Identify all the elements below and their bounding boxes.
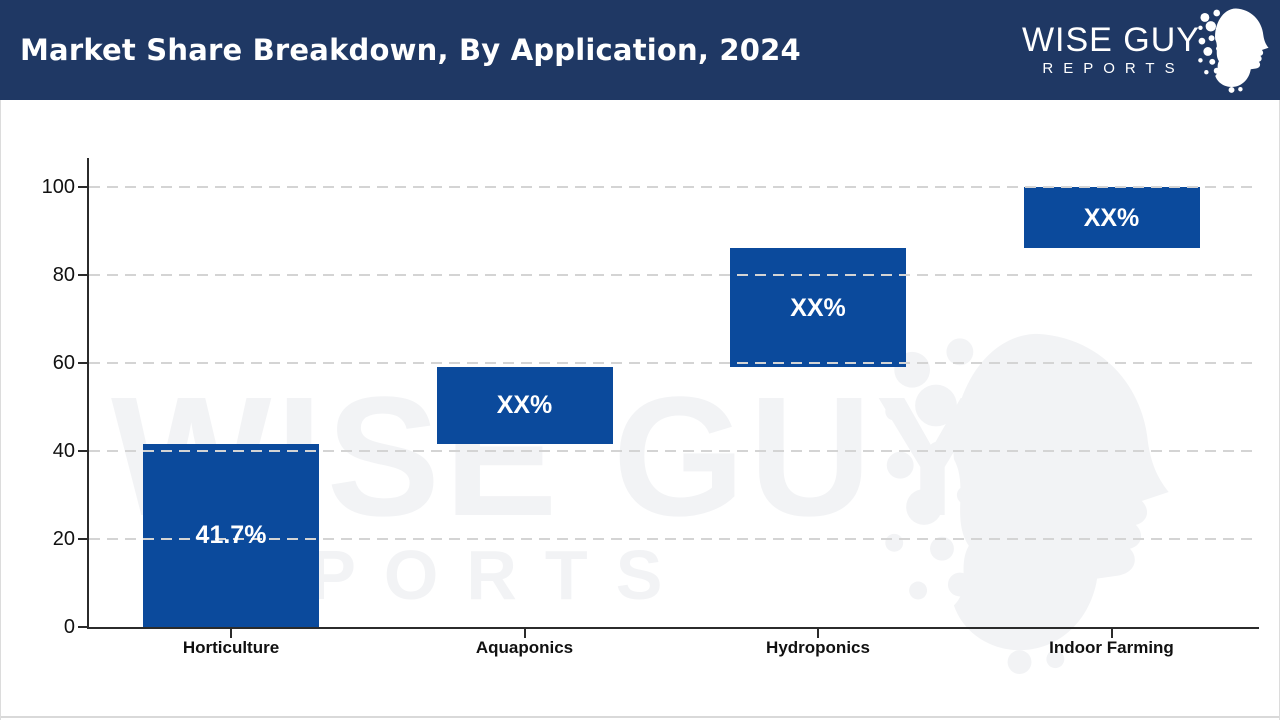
bar-chart: 0 20 40 60 80 100 Horticulture 41.7% Aquaponics X…	[1, 100, 1279, 720]
x-tickmark-1	[230, 629, 232, 638]
gridline-20	[89, 538, 1259, 540]
gridline-100	[89, 186, 1259, 188]
y-tickmark-100	[78, 186, 87, 188]
x-tick-label: Aquaponics	[475, 638, 574, 657]
gridline-60	[89, 362, 1259, 364]
y-tick-label: 80	[52, 264, 75, 286]
y-tickmark-60	[78, 362, 87, 364]
y-tick-label: 20	[52, 528, 75, 550]
y-tick-label: 60	[52, 352, 75, 374]
y-tickmark-20	[78, 538, 87, 540]
y-tickmark-0	[78, 626, 87, 628]
x-tick-label: Hydroponics	[766, 638, 870, 657]
brand-logo: WISE GUY REPORTS	[1022, 5, 1270, 95]
y-tickmark-40	[78, 450, 87, 452]
page-title: Market Share Breakdown, By Application, …	[20, 33, 801, 67]
logo-face-icon	[1198, 8, 1269, 93]
gridline-40	[89, 450, 1259, 452]
bar-value-label: XX%	[790, 293, 846, 322]
x-tickmark-2	[523, 629, 526, 638]
logo-subtext: REPORTS	[1042, 60, 1185, 77]
gridline-80	[89, 274, 1259, 276]
chart-area: WISE GUY REPORTS 0 20 40 60 80 100 Horticultur…	[0, 100, 1280, 720]
x-tickmark-3	[817, 629, 819, 638]
y-tickmark-80	[78, 274, 87, 276]
bar-indoor-farming	[1023, 187, 1200, 249]
y-axis-line	[87, 158, 89, 629]
x-tick-label: Indoor Farming	[1049, 638, 1174, 657]
y-tick-label: 0	[63, 616, 75, 638]
bar-value-label: XX%	[1083, 203, 1140, 232]
header-bar: Market Share Breakdown, By Application, …	[0, 0, 1280, 100]
brand-logo-text: WISE GUY REPORTS	[1022, 23, 1200, 77]
logo-wordmark: WISE GUY	[1021, 21, 1200, 59]
bar-aquaponics	[436, 367, 613, 444]
bar-hydroponics	[730, 248, 906, 368]
bar-value-label: XX%	[496, 391, 553, 420]
bar-value-label: 41.7%	[195, 521, 267, 550]
y-tick-label: 40	[52, 440, 75, 462]
x-axis-line	[87, 627, 1259, 629]
y-tick-label: 100	[41, 176, 75, 198]
x-tickmark-4	[1110, 629, 1113, 638]
bar-horticulture	[143, 443, 319, 627]
x-tick-label: Horticulture	[182, 638, 280, 657]
